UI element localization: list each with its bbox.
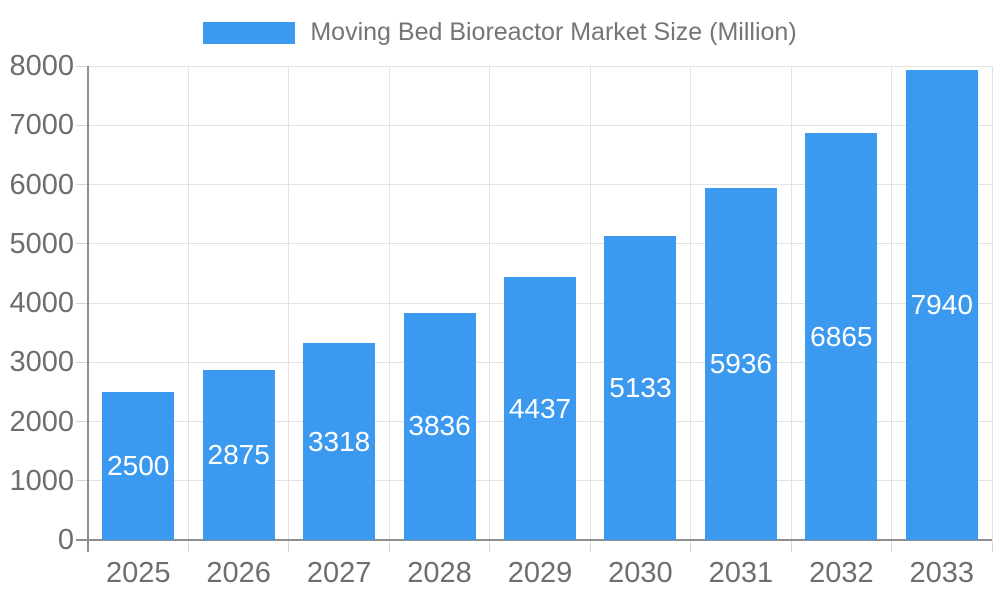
bar-value-label: 3318 [307,425,371,457]
x-axis-tick [991,541,993,552]
x-axis-label: 2027 [306,557,372,589]
x-axis-tick [891,541,893,552]
bar-2028 [403,312,476,540]
y-axis-label: 6000 [9,168,74,201]
bar-2031 [704,188,777,540]
x-axis-tick [589,541,591,552]
x-gridline [790,66,792,540]
y-axis-tick [76,302,88,304]
x-axis-label: 2029 [507,557,573,589]
x-axis-label: 2025 [105,557,171,589]
bar-value-label: 3836 [408,410,471,442]
y-gridline [88,243,992,245]
y-axis-tick [76,65,88,67]
y-axis-label: 4000 [9,287,74,319]
y-axis-tick [76,243,88,245]
x-axis-label: 2031 [708,557,774,589]
x-gridline [589,66,591,540]
bar-2029 [504,277,576,540]
y-axis-tick [76,361,88,363]
x-axis-tick [790,541,792,552]
y-axis-label: 5000 [9,227,74,260]
y-axis-tick [76,184,88,185]
x-axis-label: 2026 [206,557,271,589]
x-axis-label: 2028 [407,557,472,589]
y-gridline [88,65,992,67]
x-axis-tick [187,541,189,552]
y-axis-tick [76,480,88,482]
x-axis-label: 2032 [809,557,874,589]
bar-2033 [905,69,978,540]
x-gridline [690,66,692,540]
legend-label: Moving Bed Bioreactor Market Size (Milli… [310,18,797,46]
x-gridline [489,66,491,540]
x-axis-label: 2030 [608,557,673,589]
bar-value-label: 6865 [810,320,873,352]
x-gridline [991,66,993,540]
y-axis-label: 1000 [9,464,74,497]
x-axis-tick [388,541,390,552]
legend-color-swatch [203,21,296,44]
y-axis-label: 3000 [9,346,74,379]
bar-value-label: 7940 [910,288,973,320]
x-gridline [187,66,189,540]
bar-value-label: 2875 [207,438,270,470]
y-axis-label: 7000 [9,109,74,142]
y-axis-tick [76,124,88,126]
chart-legend-item[interactable]: Moving Bed Bioreactor Market Size (Milli… [0,18,1000,47]
x-gridline [891,66,893,540]
x-axis-tick [288,541,290,552]
bar-value-label: 2500 [107,449,170,481]
y-axis-label: 0 [57,524,74,556]
bar-value-label: 4437 [508,392,572,424]
bar-2025 [102,391,175,540]
x-axis-tick [690,541,692,552]
y-gridline [88,184,992,185]
bar-value-label: 5936 [709,348,773,380]
bar-2030 [604,235,677,540]
bar-value-label: 5133 [609,371,672,403]
x-gridline [388,66,390,540]
x-axis-line [76,539,992,541]
y-axis-label: 2000 [9,405,74,438]
y-axis-tick [76,421,88,422]
x-gridline [288,66,290,540]
bar-2032 [805,133,878,540]
y-axis-line [87,66,89,552]
x-axis-label: 2033 [909,557,975,589]
y-gridline [88,124,992,126]
y-axis-label: 8000 [9,50,74,82]
bar-2026 [202,369,275,540]
x-axis-tick [489,541,491,552]
bar-2027 [303,343,376,540]
